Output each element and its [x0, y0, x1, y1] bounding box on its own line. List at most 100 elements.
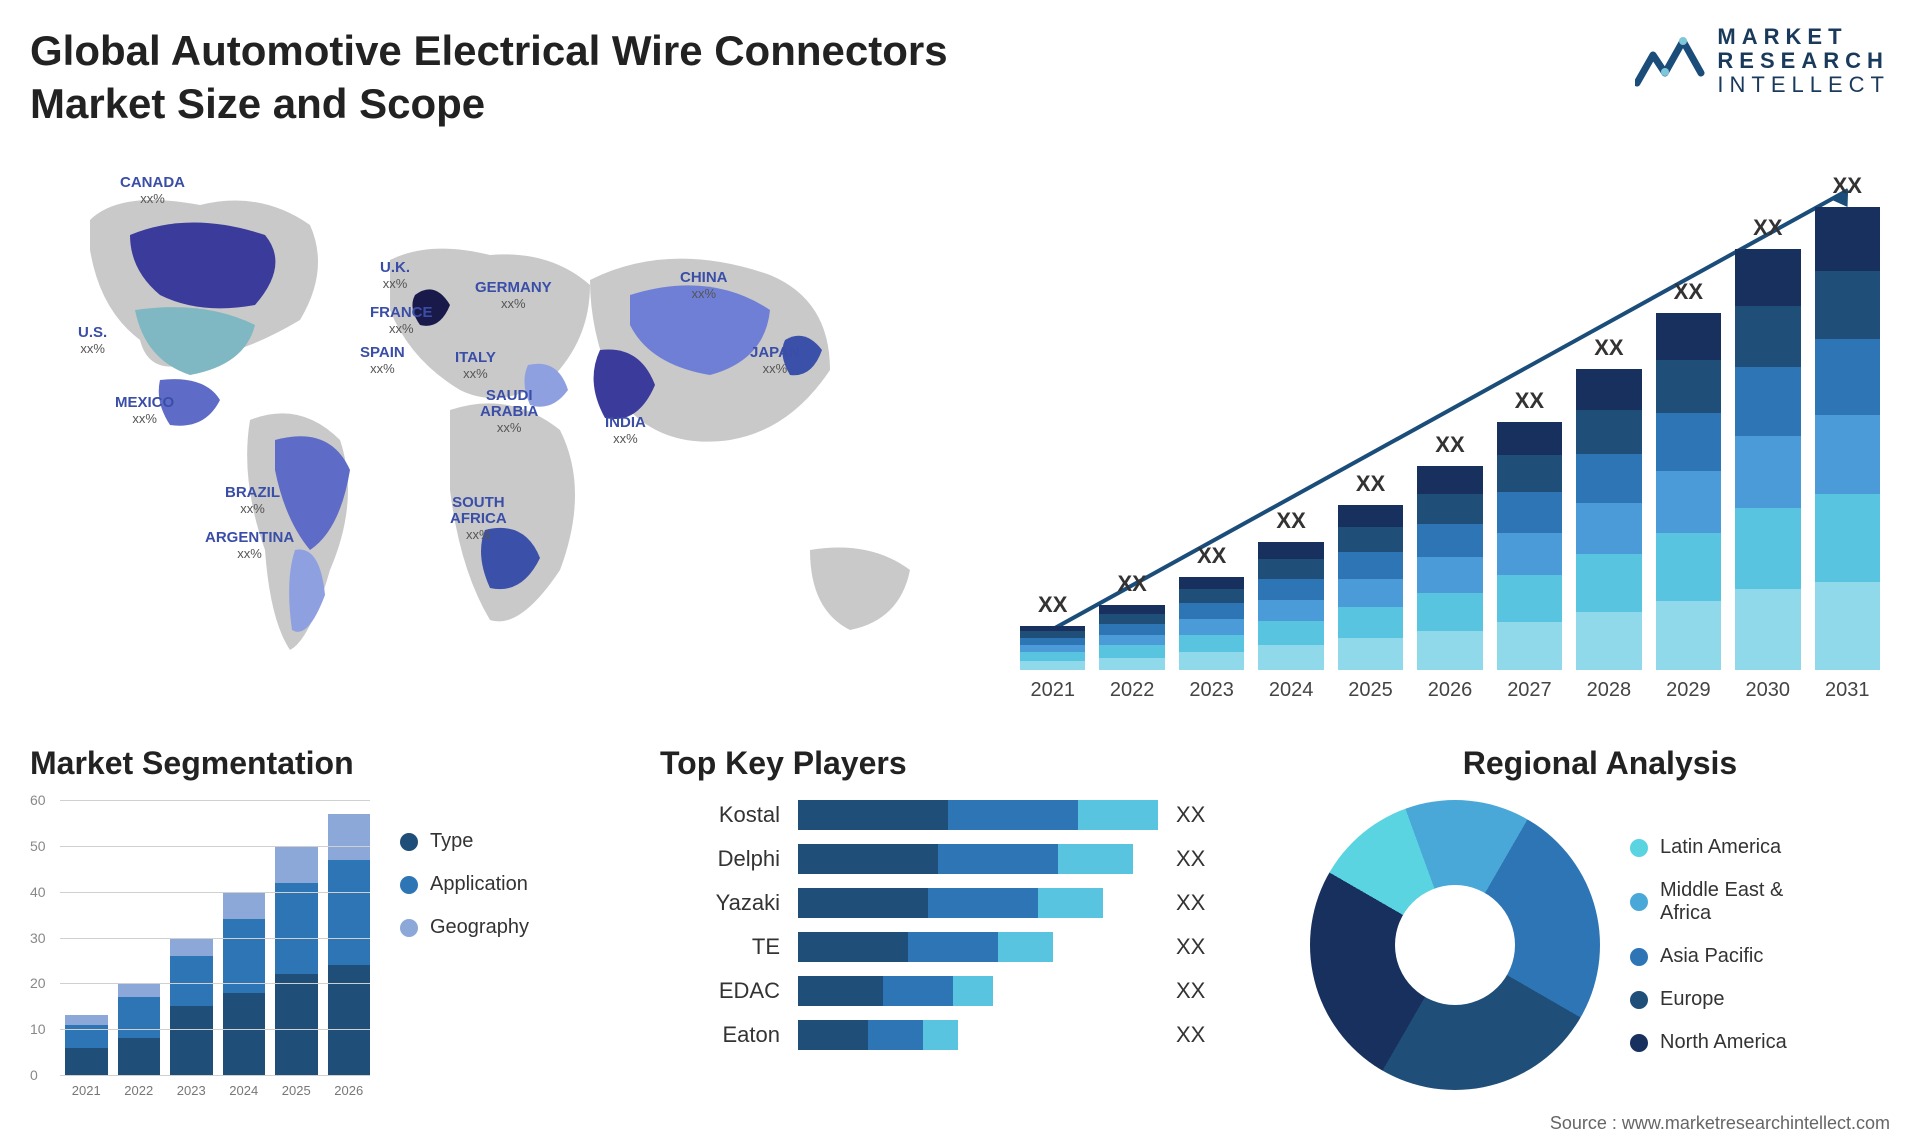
segmentation-x-label: 2023 — [170, 1083, 213, 1098]
forecast-bar-segment — [1735, 367, 1800, 436]
segmentation-y-tick: 30 — [30, 930, 46, 946]
forecast-bar-segment — [1576, 503, 1641, 554]
forecast-x-label: 2030 — [1735, 679, 1800, 702]
map-label: ARGENTINAxx% — [205, 530, 294, 562]
forecast-bar-segment — [1099, 614, 1164, 625]
legend-item: Latin America — [1630, 836, 1787, 859]
segmentation-x-label: 2024 — [223, 1083, 266, 1098]
forecast-bar-segment — [1179, 577, 1244, 589]
forecast-bar-value: XX — [1515, 388, 1544, 414]
forecast-bar-segment — [1338, 527, 1403, 552]
key-player-bar-segment — [868, 1020, 923, 1050]
forecast-bar-segment — [1417, 557, 1482, 592]
legend-item: Middle East &Africa — [1630, 879, 1787, 925]
forecast-bar-segment — [1020, 652, 1085, 661]
segmentation-bar-segment — [118, 1038, 161, 1075]
key-player-bar-segment — [883, 976, 953, 1006]
forecast-bar-value: XX — [1276, 508, 1305, 534]
key-player-bar — [798, 800, 1158, 830]
map-label: INDIAxx% — [605, 415, 646, 447]
segmentation-bar-segment — [223, 993, 266, 1076]
map-label: CANADAxx% — [120, 175, 185, 207]
legend-label: Application — [430, 873, 528, 896]
legend-item: Geography — [400, 916, 529, 939]
world-map-panel: CANADAxx%U.S.xx%MEXICOxx%BRAZILxx%ARGENT… — [30, 150, 950, 710]
key-player-bar-segment — [953, 976, 993, 1006]
page-title: Global Automotive Electrical Wire Connec… — [30, 25, 1080, 130]
legend-label: Middle East &Africa — [1660, 879, 1783, 925]
forecast-bar-segment — [1656, 471, 1721, 533]
segmentation-bar-segment — [65, 1015, 108, 1024]
forecast-bar-segment — [1258, 579, 1323, 600]
forecast-bar: XX — [1338, 505, 1403, 670]
forecast-bar-segment — [1417, 593, 1482, 632]
map-label: MEXICOxx% — [115, 395, 174, 427]
forecast-bar-segment — [1338, 638, 1403, 670]
legend-dot-icon — [400, 876, 418, 894]
forecast-bar-segment — [1497, 622, 1562, 670]
key-player-value: XX — [1176, 890, 1205, 916]
forecast-bar-value: XX — [1435, 432, 1464, 458]
key-player-name: TE — [660, 934, 780, 960]
forecast-bar-segment — [1656, 533, 1721, 602]
key-player-row: DelphiXX — [660, 844, 1280, 874]
forecast-bar-segment — [1179, 589, 1244, 603]
segmentation-y-tick: 40 — [30, 884, 46, 900]
key-player-bar-segment — [998, 932, 1053, 962]
segmentation-bar-segment — [65, 1025, 108, 1048]
forecast-bar: XX — [1656, 313, 1721, 670]
forecast-bar-segment — [1815, 494, 1880, 582]
forecast-x-label: 2026 — [1417, 679, 1482, 702]
forecast-bar-segment — [1258, 645, 1323, 670]
forecast-x-label: 2027 — [1497, 679, 1562, 702]
segmentation-bar-segment — [223, 919, 266, 992]
forecast-bar-segment — [1020, 661, 1085, 670]
forecast-bar-segment — [1099, 624, 1164, 635]
key-player-row: TE XX — [660, 932, 1280, 962]
key-player-name: Eaton — [660, 1022, 780, 1048]
forecast-bar-segment — [1417, 494, 1482, 524]
forecast-bar-segment — [1735, 508, 1800, 589]
forecast-bar-segment — [1815, 582, 1880, 670]
forecast-bar: XX — [1497, 422, 1562, 670]
forecast-bar-segment — [1258, 600, 1323, 621]
key-players-panel: Top Key Players KostalXXDelphiXXYazakiXX… — [660, 745, 1280, 1100]
forecast-bar-segment — [1497, 575, 1562, 623]
segmentation-bar-segment — [118, 983, 161, 997]
legend-label: Asia Pacific — [1660, 945, 1763, 968]
forecast-bar-segment — [1020, 631, 1085, 638]
forecast-bar-segment — [1099, 635, 1164, 646]
legend-item: Asia Pacific — [1630, 945, 1787, 968]
forecast-bar-value: XX — [1117, 571, 1146, 597]
forecast-x-label: 2028 — [1576, 679, 1641, 702]
key-player-bar — [798, 844, 1158, 874]
forecast-bar-segment — [1338, 505, 1403, 528]
forecast-x-label: 2022 — [1099, 679, 1164, 702]
key-player-value: XX — [1176, 934, 1205, 960]
map-label: SPAINxx% — [360, 345, 405, 377]
key-player-bar-segment — [1058, 844, 1133, 874]
forecast-bar: XX — [1179, 577, 1244, 670]
key-player-bar-segment — [1078, 800, 1158, 830]
key-player-name: Yazaki — [660, 890, 780, 916]
key-player-row: EatonXX — [660, 1020, 1280, 1050]
key-player-row: KostalXX — [660, 800, 1280, 830]
segmentation-panel: Market Segmentation 20212022202320242025… — [30, 745, 630, 1100]
forecast-bar-segment — [1576, 454, 1641, 503]
forecast-bar-value: XX — [1833, 173, 1862, 199]
key-player-row: Yazaki XX — [660, 888, 1280, 918]
forecast-x-label: 2029 — [1656, 679, 1721, 702]
forecast-bar-value: XX — [1594, 335, 1623, 361]
regional-donut-chart — [1310, 800, 1600, 1090]
forecast-bar-segment — [1656, 313, 1721, 361]
forecast-bar-segment — [1417, 466, 1482, 494]
forecast-bar-segment — [1576, 369, 1641, 409]
forecast-x-label: 2023 — [1179, 679, 1244, 702]
forecast-bar-segment — [1338, 552, 1403, 578]
map-label: BRAZILxx% — [225, 485, 280, 517]
forecast-bar-segment — [1576, 554, 1641, 612]
key-player-bar-segment — [1038, 888, 1103, 918]
forecast-bar-segment — [1497, 455, 1562, 492]
forecast-bar-segment — [1099, 658, 1164, 670]
segmentation-title: Market Segmentation — [30, 745, 630, 782]
